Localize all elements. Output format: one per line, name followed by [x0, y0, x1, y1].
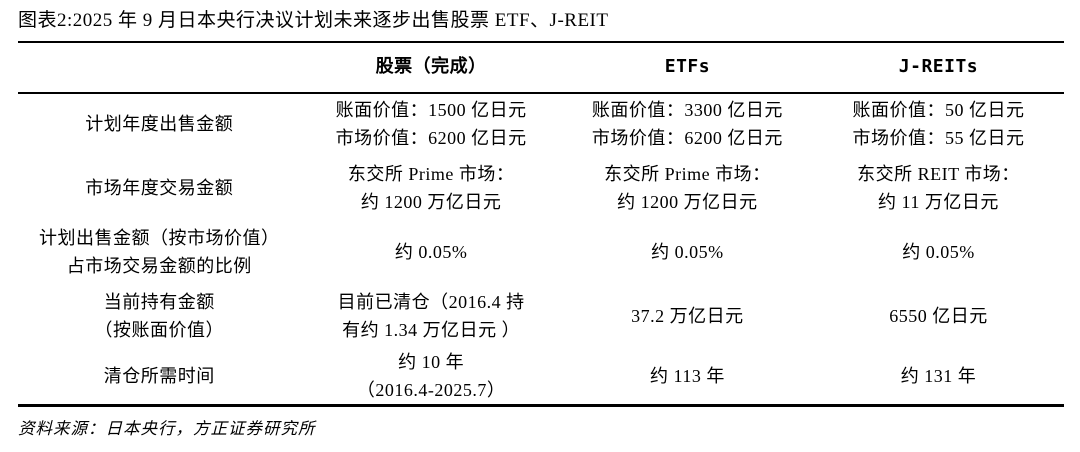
header-cell-jreits: J-REITs [812, 42, 1064, 94]
table-body: 计划年度出售金额 账面价值：1500 亿日元 市场价值：6200 亿日元 账面价… [18, 93, 1064, 406]
cell-etfs: 37.2 万亿日元 [631, 305, 744, 326]
cell-jreits: 账面价值：50 亿日元 市场价值：55 亿日元 [852, 100, 1025, 149]
cell-etfs: 账面价值：3300 亿日元 市场价值：6200 亿日元 [591, 100, 783, 149]
cell-stocks: 约 0.05% [394, 241, 468, 262]
boj-etf-sales-table: 股票（完成） ETFs J-REITs 计划年度出售金额 账面价值：1500 亿… [18, 42, 1064, 408]
cell-stocks: 账面价值：1500 亿日元 市场价值：6200 亿日元 [335, 100, 527, 149]
header-cell-etfs: ETFs [561, 42, 813, 94]
cell-stocks: 约 10 年 （2016.4-2025.7） [356, 351, 506, 400]
cell-jreits: 6550 亿日元 [889, 305, 988, 326]
row-label: 市场年度交易金额 [85, 177, 234, 198]
cell-stocks: 目前已清仓（2016.4 持 有约 1.34 万亿日元 ） [337, 291, 525, 340]
row-label: 清仓所需时间 [103, 365, 215, 386]
cell-etfs: 约 0.05% [651, 241, 724, 262]
table-header: 股票（完成） ETFs J-REITs [18, 42, 1064, 94]
cell-jreits: 约 131 年 [900, 365, 977, 386]
header-cell-stocks: 股票（完成） [300, 42, 562, 94]
cell-etfs: 约 113 年 [650, 365, 725, 386]
table-row-current-holdings: 当前持有金额 （按账面价值） 目前已清仓（2016.4 持 有约 1.34 万亿… [18, 285, 1064, 349]
cell-jreits: 约 0.05% [902, 241, 975, 262]
table-header-row: 股票（完成） ETFs J-REITs [18, 42, 1064, 94]
table-row-time-to-liquidate: 清仓所需时间 约 10 年 （2016.4-2025.7） 约 113 年 约 … [18, 349, 1064, 406]
source-note: 资料来源：日本央行，方正证券研究所 [18, 419, 316, 439]
figure-title: 图表2:2025 年 9 月日本央行决议计划未来逐步出售股票 ETF、J-REI… [18, 10, 609, 31]
row-label: 当前持有金额 （按账面价值） [94, 291, 224, 340]
cell-stocks: 东交所 Prime 市场： 约 1200 万亿日元 [347, 163, 515, 212]
row-label: 计划出售金额（按市场价值） 占市场交易金额的比例 [38, 227, 280, 276]
header-cell-empty [18, 42, 301, 94]
cell-etfs: 东交所 Prime 市场： 约 1200 万亿日元 [604, 163, 771, 212]
table-row-planned-annual-sale: 计划年度出售金额 账面价值：1500 亿日元 市场价值：6200 亿日元 账面价… [18, 93, 1064, 157]
title-divider-rule [18, 40, 1064, 43]
cell-jreits: 东交所 REIT 市场： 约 11 万亿日元 [857, 163, 1020, 212]
row-label: 计划年度出售金额 [85, 114, 234, 135]
table-row-sale-to-turnover-ratio: 计划出售金额（按市场价值） 占市场交易金额的比例 约 0.05% 约 0.05%… [18, 221, 1064, 285]
table-row-market-annual-turnover: 市场年度交易金额 东交所 Prime 市场： 约 1200 万亿日元 东交所 P… [18, 157, 1064, 221]
